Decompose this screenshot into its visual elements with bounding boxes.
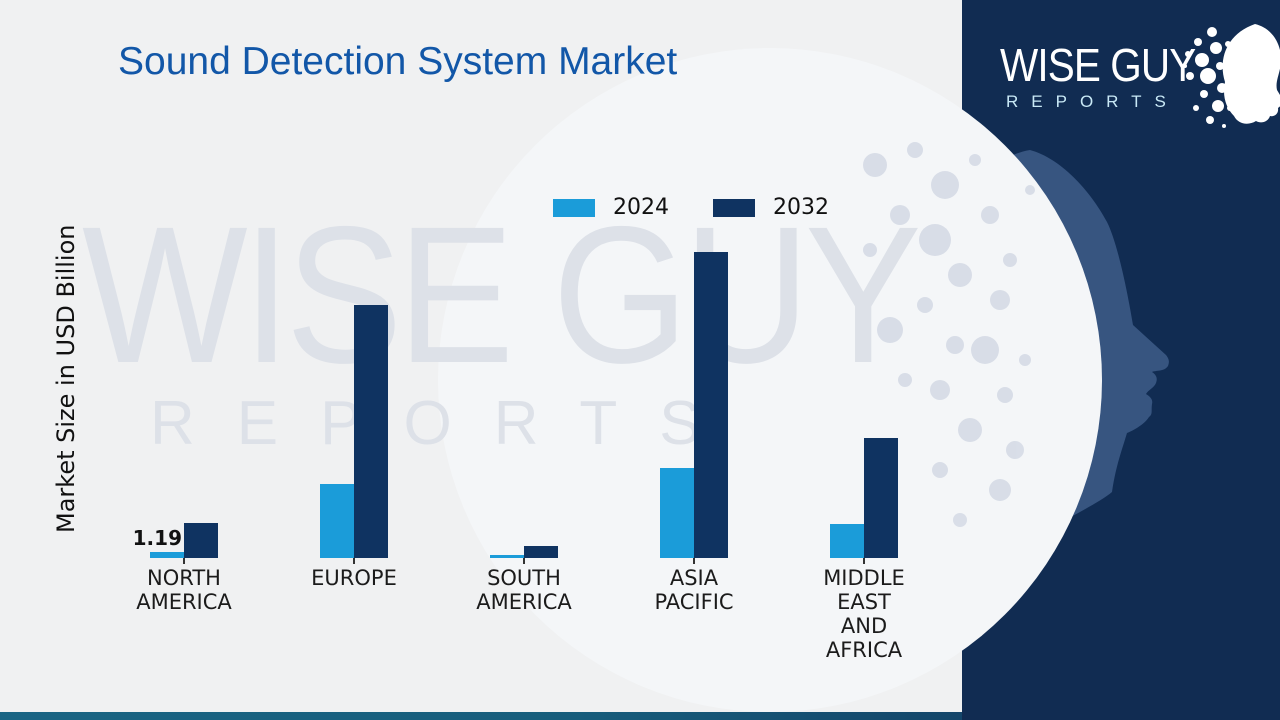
x-axis-label-south-america: SOUTH AMERICA: [476, 566, 572, 614]
page-title: Sound Detection System Market: [118, 40, 678, 83]
x-axis-tick: [353, 558, 355, 564]
watermark-wordmark: WISE GUY: [82, 186, 922, 404]
bar-2024-south-america: [490, 555, 524, 558]
x-axis-tick: [183, 558, 185, 564]
x-axis-label-asia-pacific: ASIA PACIFIC: [654, 566, 734, 614]
brand-face-icon: [1183, 24, 1280, 128]
watermark-circle: [438, 48, 1102, 712]
chart-legend: 2024 2032: [553, 195, 829, 220]
bar-2032-europe: [354, 305, 388, 558]
bar-2024-middle-east-and-africa: [830, 524, 864, 558]
bar-2024-north-america: [150, 552, 184, 558]
legend-swatch-2032: [713, 198, 755, 217]
brain-dots-pattern: [863, 142, 1035, 527]
bar-2032-asia-pacific: [694, 252, 728, 558]
watermark-wordmark-sub: REPORTS: [150, 389, 743, 458]
legend-label-2032: 2032: [773, 195, 829, 220]
bottom-accent-bar: [0, 712, 962, 720]
bar-2032-north-america: [184, 523, 218, 558]
brand-subtitle: REPORTS: [1006, 92, 1179, 111]
value-label-north-america-2024: 1.19: [132, 526, 182, 550]
x-axis-tick: [693, 558, 695, 564]
bar-2032-south-america: [524, 546, 558, 558]
bar-2024-europe: [320, 484, 354, 558]
x-axis-tick: [863, 558, 865, 564]
legend-swatch-2024: [553, 198, 595, 217]
bar-2024-asia-pacific: [660, 468, 694, 558]
x-axis-label-north-america: NORTH AMERICA: [136, 566, 232, 614]
brand-logo: WISE GUY REPORTS: [962, 0, 1280, 140]
bar-2032-middle-east-and-africa: [864, 438, 898, 558]
x-axis-label-middle-east-and-africa: MIDDLE EAST AND AFRICA: [823, 566, 905, 662]
brand-name: WISE GUY: [1000, 39, 1196, 91]
x-axis-label-europe: EUROPE: [311, 566, 397, 590]
plot-area: NORTH AMERICA EUROPE SOUTH AMERICA ASIA PAC…: [136, 252, 905, 662]
legend-label-2024: 2024: [613, 195, 669, 220]
x-axis-tick: [523, 558, 525, 564]
